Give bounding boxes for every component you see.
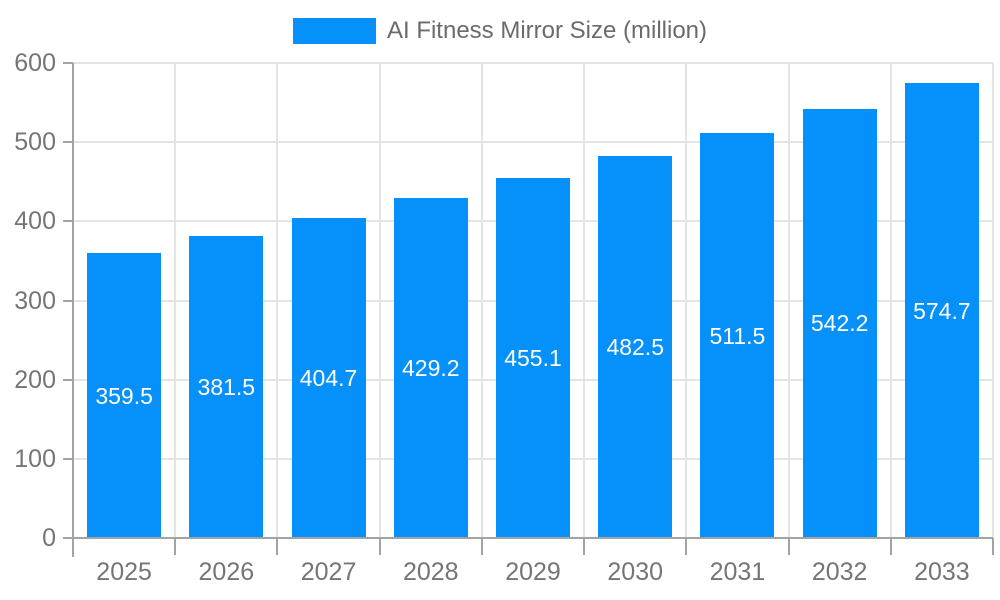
bar-value-label-2030: 482.5 xyxy=(606,334,664,360)
h-gridline-500 xyxy=(73,141,993,144)
v-gridline-4 xyxy=(480,63,483,538)
v-gridline-2 xyxy=(276,63,279,538)
x-tick-8 xyxy=(889,538,892,555)
h-gridline-600 xyxy=(73,62,993,64)
bar-value-label-2025: 359.5 xyxy=(95,382,153,409)
bar-value-label-2028: 429.2 xyxy=(401,355,460,382)
v-gridline-3 xyxy=(378,63,381,538)
x-tick-label-2027: 2027 xyxy=(300,558,357,586)
bar-2031[interactable] xyxy=(700,133,775,538)
bar-value-label-2031: 511.5 xyxy=(709,322,766,349)
bar-value-label-2029: 455.1 xyxy=(504,344,562,371)
x-tick-7 xyxy=(787,538,790,555)
x-tick-5 xyxy=(583,538,586,555)
x-tick-label-2029: 2029 xyxy=(505,558,561,586)
bar-value-label-2032: 542.2 xyxy=(810,310,869,337)
y-tick-label-100: 100 xyxy=(14,444,56,473)
y-tick-200 xyxy=(63,378,73,381)
x-tick-9 xyxy=(992,538,994,555)
x-tick-1 xyxy=(174,538,177,555)
y-tick-label-600: 600 xyxy=(14,49,56,77)
y-tick-label-500: 500 xyxy=(14,128,56,157)
y-axis-line xyxy=(72,63,74,557)
bar-2030[interactable] xyxy=(598,156,673,538)
x-tick-6 xyxy=(685,538,688,555)
bar-2028[interactable] xyxy=(393,198,468,538)
v-gridline-7 xyxy=(787,63,790,538)
bar-2032[interactable] xyxy=(802,108,877,538)
x-tick-3 xyxy=(378,538,381,555)
x-tick-label-2032: 2032 xyxy=(811,558,868,586)
y-tick-0 xyxy=(63,537,73,539)
x-tick-label-2033: 2033 xyxy=(914,558,970,586)
y-tick-500 xyxy=(63,141,73,144)
y-tick-label-200: 200 xyxy=(14,365,56,394)
bar-2026[interactable] xyxy=(189,235,264,538)
legend[interactable]: AI Fitness Mirror Size (million) xyxy=(0,16,1000,46)
legend-label: AI Fitness Mirror Size (million) xyxy=(386,17,708,44)
x-axis-line xyxy=(73,537,993,539)
v-gridline-1 xyxy=(174,63,177,538)
bar-2033[interactable] xyxy=(904,83,979,538)
y-tick-label-400: 400 xyxy=(14,207,56,236)
v-gridline-9 xyxy=(992,63,994,538)
v-gridline-5 xyxy=(583,63,586,538)
x-tick-label-2026: 2026 xyxy=(198,558,255,586)
x-tick-label-2025: 2025 xyxy=(96,558,152,586)
x-tick-label-2031: 2031 xyxy=(709,558,766,586)
bar-2025[interactable] xyxy=(87,253,162,538)
legend-swatch xyxy=(292,18,376,44)
y-tick-label-0: 0 xyxy=(42,524,56,552)
y-tick-label-300: 300 xyxy=(14,286,56,315)
bar-value-label-2027: 404.7 xyxy=(299,364,358,391)
y-tick-600 xyxy=(63,62,73,64)
y-tick-400 xyxy=(63,220,73,223)
x-tick-0 xyxy=(72,538,74,555)
x-tick-4 xyxy=(480,538,483,555)
y-tick-300 xyxy=(63,299,73,302)
bar-value-label-2026: 381.5 xyxy=(197,373,256,400)
x-tick-label-2028: 2028 xyxy=(402,558,459,586)
bar-value-label-2033: 574.7 xyxy=(913,297,971,324)
x-tick-2 xyxy=(276,538,279,555)
v-gridline-6 xyxy=(685,63,688,538)
v-gridline-8 xyxy=(889,63,892,538)
bar-2027[interactable] xyxy=(291,217,366,538)
y-tick-100 xyxy=(63,457,73,460)
x-tick-label-2030: 2030 xyxy=(607,558,664,586)
bar-2029[interactable] xyxy=(496,177,570,538)
